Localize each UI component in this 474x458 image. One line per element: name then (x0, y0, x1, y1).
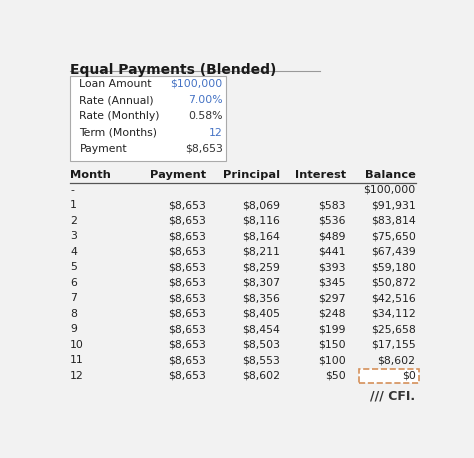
Text: $199: $199 (318, 324, 346, 334)
Text: $8,653: $8,653 (168, 293, 206, 303)
Text: 5: 5 (70, 262, 77, 272)
Text: 0.58%: 0.58% (188, 111, 223, 121)
Text: Month: Month (70, 170, 111, 180)
Text: 6: 6 (70, 278, 77, 288)
Text: 2: 2 (70, 216, 77, 226)
Text: $34,112: $34,112 (371, 309, 416, 319)
Text: $50: $50 (325, 371, 346, 381)
Text: $8,553: $8,553 (242, 355, 280, 365)
Text: Principal: Principal (222, 170, 280, 180)
Text: $8,602: $8,602 (378, 355, 416, 365)
Text: $17,155: $17,155 (371, 340, 416, 350)
Text: $8,602: $8,602 (242, 371, 280, 381)
Text: 11: 11 (70, 355, 84, 365)
Text: $8,503: $8,503 (242, 340, 280, 350)
Text: Payment: Payment (150, 170, 206, 180)
Text: $8,454: $8,454 (242, 324, 280, 334)
Text: $8,653: $8,653 (168, 340, 206, 350)
Text: Balance: Balance (365, 170, 416, 180)
Text: Payment: Payment (80, 144, 127, 154)
Text: $75,650: $75,650 (371, 231, 416, 241)
Text: Term (Months): Term (Months) (80, 127, 157, 137)
Text: $42,516: $42,516 (371, 293, 416, 303)
Text: 12: 12 (70, 371, 84, 381)
Text: $8,653: $8,653 (168, 262, 206, 272)
Text: $8,307: $8,307 (242, 278, 280, 288)
Text: $297: $297 (318, 293, 346, 303)
Text: 1: 1 (70, 200, 77, 210)
Text: Loan Amount: Loan Amount (80, 79, 152, 89)
Text: $100: $100 (318, 355, 346, 365)
Text: $8,653: $8,653 (168, 247, 206, 257)
Text: $8,653: $8,653 (168, 216, 206, 226)
Text: -: - (70, 185, 74, 195)
Text: $8,069: $8,069 (242, 200, 280, 210)
Text: $393: $393 (318, 262, 346, 272)
Text: 8: 8 (70, 309, 77, 319)
Text: 7: 7 (70, 293, 77, 303)
Text: $248: $248 (318, 309, 346, 319)
Text: $150: $150 (318, 340, 346, 350)
Text: $8,653: $8,653 (168, 200, 206, 210)
Text: $91,931: $91,931 (371, 200, 416, 210)
Text: $8,653: $8,653 (168, 278, 206, 288)
Text: $8,653: $8,653 (168, 355, 206, 365)
Text: $583: $583 (318, 200, 346, 210)
Text: $536: $536 (318, 216, 346, 226)
Text: $83,814: $83,814 (371, 216, 416, 226)
Text: $0: $0 (401, 371, 416, 381)
Text: 3: 3 (70, 231, 77, 241)
Text: $59,180: $59,180 (371, 262, 416, 272)
Text: $8,653: $8,653 (168, 371, 206, 381)
FancyBboxPatch shape (359, 369, 419, 383)
Text: Interest: Interest (295, 170, 346, 180)
Text: $100,000: $100,000 (171, 79, 223, 89)
Text: 4: 4 (70, 247, 77, 257)
FancyBboxPatch shape (70, 76, 227, 161)
Text: $8,653: $8,653 (168, 324, 206, 334)
Text: $345: $345 (318, 278, 346, 288)
Text: $489: $489 (318, 231, 346, 241)
Text: Equal Payments (Blended): Equal Payments (Blended) (70, 63, 277, 77)
Text: $50,872: $50,872 (371, 278, 416, 288)
Text: $441: $441 (318, 247, 346, 257)
Text: $25,658: $25,658 (371, 324, 416, 334)
Text: $8,653: $8,653 (168, 309, 206, 319)
Text: $67,439: $67,439 (371, 247, 416, 257)
Text: /// CFI.: /// CFI. (371, 389, 416, 402)
Text: 12: 12 (209, 127, 223, 137)
Text: $8,164: $8,164 (242, 231, 280, 241)
Text: Rate (Monthly): Rate (Monthly) (80, 111, 160, 121)
Text: $8,211: $8,211 (242, 247, 280, 257)
Text: $8,116: $8,116 (242, 216, 280, 226)
Text: 10: 10 (70, 340, 84, 350)
Text: Rate (Annual): Rate (Annual) (80, 95, 154, 105)
Text: $8,356: $8,356 (242, 293, 280, 303)
Text: $8,653: $8,653 (185, 144, 223, 154)
Text: 7.00%: 7.00% (188, 95, 223, 105)
Text: $8,405: $8,405 (242, 309, 280, 319)
Text: $8,259: $8,259 (242, 262, 280, 272)
Text: $100,000: $100,000 (364, 185, 416, 195)
Text: 9: 9 (70, 324, 77, 334)
Text: $8,653: $8,653 (168, 231, 206, 241)
